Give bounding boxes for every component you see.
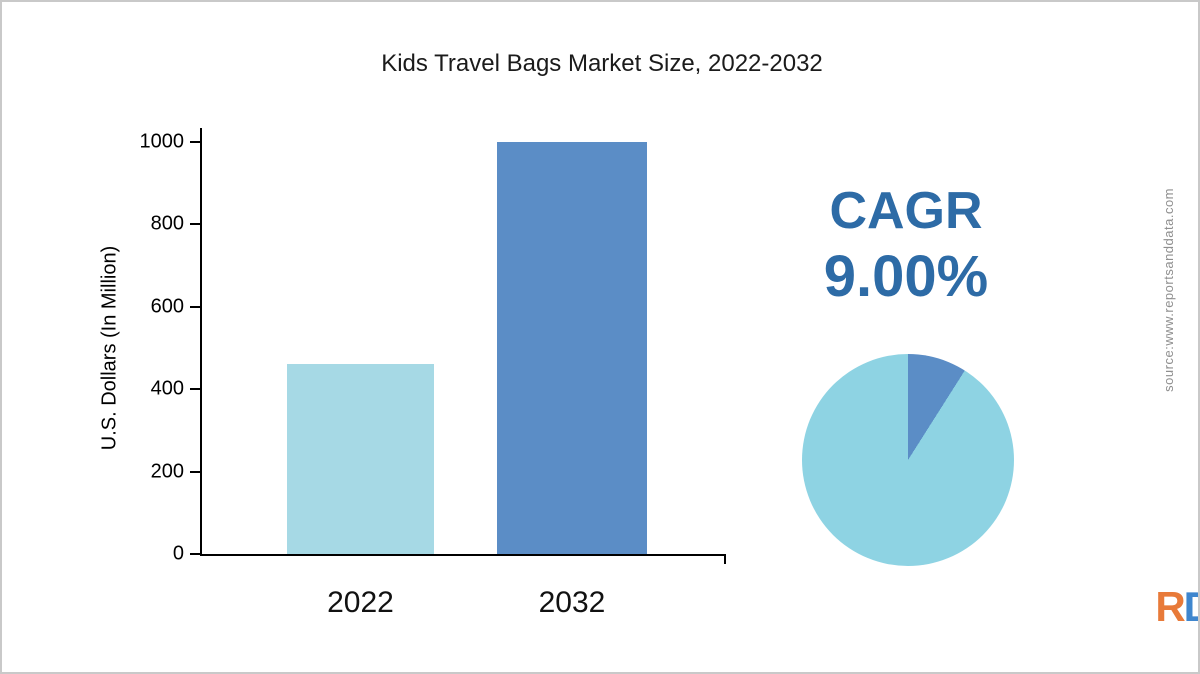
y-axis-line: [200, 128, 202, 556]
bar-2032: [497, 142, 647, 554]
y-tick-label: 200: [150, 460, 184, 483]
x-category-label-2022: 2022: [327, 586, 394, 619]
y-tick-label: 400: [150, 377, 184, 400]
bar-2022: [287, 364, 434, 554]
y-tick-mark: [190, 305, 200, 308]
y-axis-label: U.S. Dollars (In Million): [98, 245, 121, 451]
y-tick-label: 0: [172, 542, 184, 565]
y-tick-mark: [190, 553, 200, 555]
logo-letter-d: D: [1184, 583, 1198, 630]
source-note: source:www.reportsanddata.com: [1161, 188, 1176, 392]
y-tick-mark: [190, 223, 200, 226]
x-axis-line: [200, 554, 726, 556]
y-tick-mark: [190, 470, 200, 473]
x-category-label-2032: 2032: [538, 586, 606, 619]
cagr-label: CAGR: [829, 182, 983, 240]
y-axis-ticks: 0 200 400 600 800 1000: [122, 131, 200, 565]
logo-letter-r: R: [1155, 583, 1185, 630]
cagr-pie: [802, 354, 1014, 566]
y-tick-label: 1000: [139, 130, 185, 153]
plot-area: [202, 142, 722, 554]
chart-title: Kids Travel Bags Market Size, 2022-2032: [381, 50, 823, 77]
y-tick-label: 600: [150, 295, 184, 318]
y-tick-mark: [190, 141, 200, 143]
brand-logo: RD: [1155, 583, 1198, 630]
cagr-block: CAGR 9.00%: [790, 184, 1022, 307]
y-tick-mark: [190, 388, 200, 391]
y-tick-label: 800: [150, 212, 184, 235]
x-axis-end-tick: [724, 554, 726, 564]
cagr-value: 9.00%: [823, 243, 989, 309]
